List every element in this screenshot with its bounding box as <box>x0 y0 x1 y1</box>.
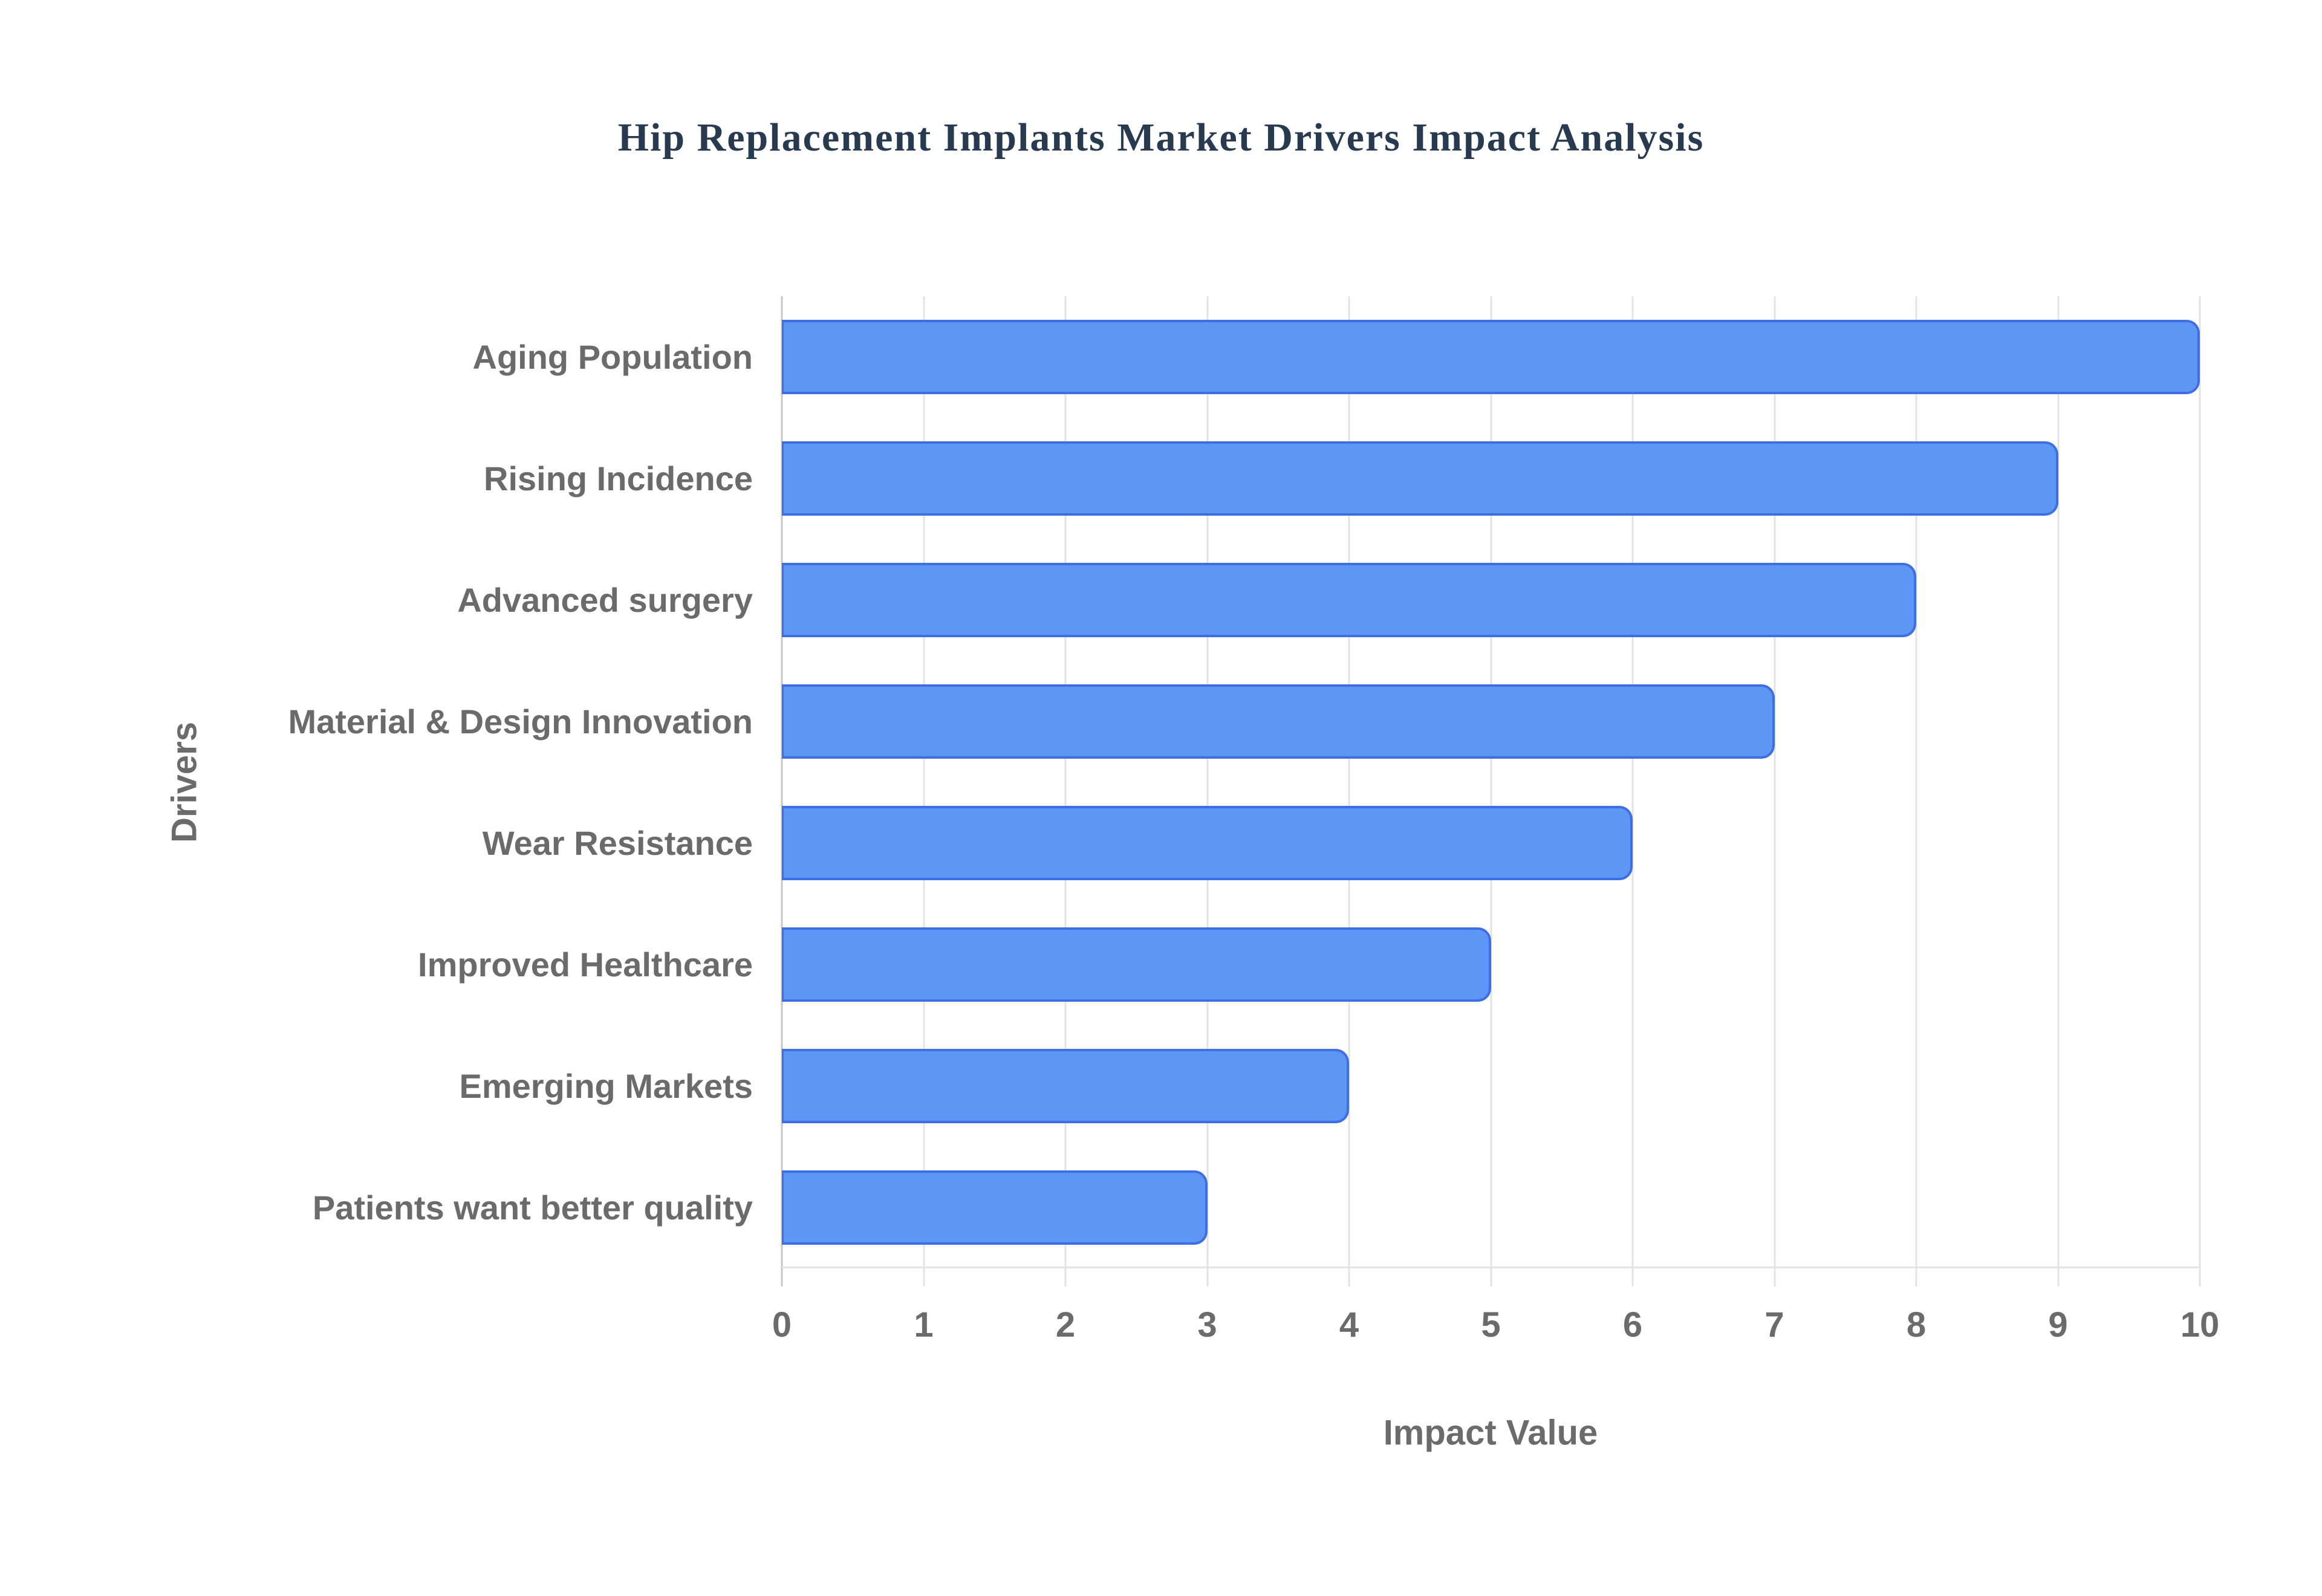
plot-area <box>781 296 2201 1286</box>
category-label-4: Wear Resistance <box>482 824 753 862</box>
bar-1 <box>782 441 2058 516</box>
x-tick-label-1: 1 <box>914 1305 934 1345</box>
gridline-x-1 <box>923 296 925 1286</box>
x-tick-label-7: 7 <box>1764 1305 1784 1345</box>
gridline-x-6 <box>1631 296 1634 1286</box>
gridline-x-10 <box>2199 296 2201 1286</box>
gridline-x-4 <box>1348 296 1350 1286</box>
gridline-x-7 <box>1774 296 1775 1286</box>
x-tick-label-8: 8 <box>1906 1305 1927 1345</box>
category-label-2: Advanced surgery <box>457 581 753 619</box>
bar-5 <box>782 927 1491 1002</box>
x-axis-line <box>782 1267 2200 1268</box>
bar-4 <box>782 806 1633 880</box>
gridline-x-3 <box>1206 296 1208 1286</box>
x-tick-label-6: 6 <box>1622 1305 1643 1345</box>
x-tick-label-9: 9 <box>2048 1305 2068 1345</box>
category-label-5: Improved Healthcare <box>418 946 753 984</box>
x-axis-title: Impact Value <box>1383 1413 1598 1453</box>
gridline-x-0 <box>781 296 783 1286</box>
x-tick-label-5: 5 <box>1481 1305 1501 1345</box>
category-label-0: Aging Population <box>472 338 753 376</box>
x-tick-label-10: 10 <box>2180 1305 2220 1345</box>
gridline-x-2 <box>1064 296 1067 1286</box>
bar-7 <box>782 1170 1208 1245</box>
bar-0 <box>782 320 2200 394</box>
bar-3 <box>782 684 1775 759</box>
gridline-x-5 <box>1490 296 1492 1286</box>
x-tick-label-3: 3 <box>1197 1305 1217 1345</box>
bar-6 <box>782 1049 1349 1123</box>
category-label-7: Patients want better quality <box>312 1189 753 1227</box>
bar-2 <box>782 563 1916 637</box>
category-label-1: Rising Incidence <box>484 459 753 498</box>
chart-title: Hip Replacement Implants Market Drivers … <box>617 115 1705 160</box>
x-tick-label-4: 4 <box>1339 1305 1359 1345</box>
category-label-6: Emerging Markets <box>459 1067 753 1105</box>
x-tick-label-0: 0 <box>772 1305 792 1345</box>
y-axis-title: Drivers <box>164 722 204 843</box>
gridline-x-8 <box>1915 296 1917 1286</box>
category-label-3: Material & Design Innovation <box>288 702 753 741</box>
gridline-x-9 <box>2057 296 2059 1286</box>
x-tick-label-2: 2 <box>1055 1305 1076 1345</box>
